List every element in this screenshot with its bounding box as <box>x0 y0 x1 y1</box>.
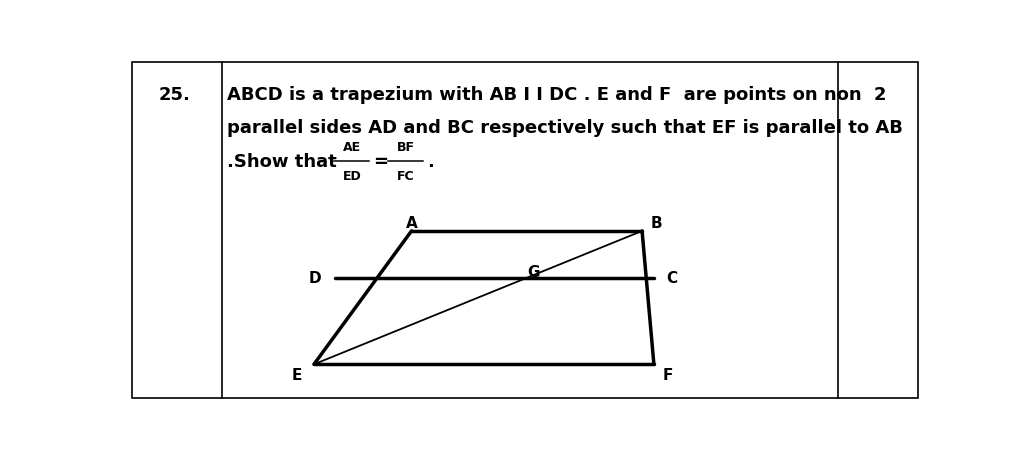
Text: AE: AE <box>343 140 360 153</box>
Text: 25.: 25. <box>159 86 190 104</box>
Text: D: D <box>308 271 322 286</box>
Text: ED: ED <box>342 170 361 182</box>
Text: ABCD is a trapezium with AB I I DC . E and F  are points on non: ABCD is a trapezium with AB I I DC . E a… <box>227 86 862 104</box>
Text: G: G <box>527 264 540 279</box>
Text: E: E <box>291 367 302 382</box>
Text: =: = <box>373 152 388 171</box>
Text: 2: 2 <box>873 86 886 104</box>
Text: parallel sides AD and BC respectively such that EF is parallel to AB: parallel sides AD and BC respectively su… <box>227 119 903 137</box>
Text: C: C <box>666 271 677 286</box>
Text: A: A <box>406 215 418 230</box>
Text: FC: FC <box>397 170 415 182</box>
Text: B: B <box>650 215 663 230</box>
Text: F: F <box>663 367 674 382</box>
Text: .: . <box>427 152 434 171</box>
Text: BF: BF <box>396 140 415 153</box>
Text: .Show that: .Show that <box>227 152 343 171</box>
